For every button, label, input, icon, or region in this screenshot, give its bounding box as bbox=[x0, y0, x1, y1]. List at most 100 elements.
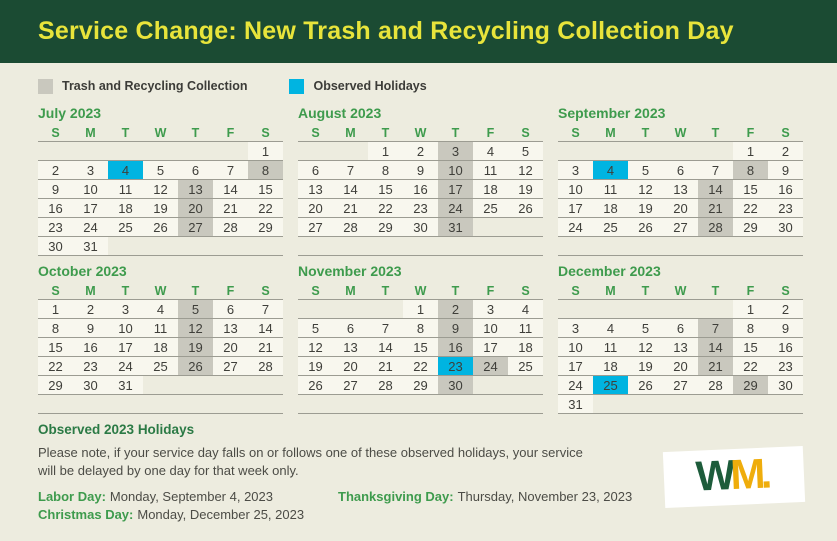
weekday-label: T bbox=[711, 284, 720, 298]
day-cell: 28 bbox=[213, 218, 248, 236]
day-cell: 27 bbox=[213, 357, 248, 375]
empty-day-cell bbox=[698, 395, 733, 413]
week-row: 9 10 11 12 13 14 15 bbox=[38, 180, 283, 199]
collection-day-cell: 13 bbox=[178, 180, 213, 198]
day-cell: 21 bbox=[333, 199, 368, 217]
weekday-label: S bbox=[51, 284, 60, 298]
weekday-label: T bbox=[641, 126, 650, 140]
day-cell: 12 bbox=[628, 338, 663, 356]
empty-day-cell bbox=[403, 237, 438, 255]
holiday-value: Monday, December 25, 2023 bbox=[137, 506, 305, 522]
weekday-label: M bbox=[85, 284, 96, 298]
empty-day-cell bbox=[298, 237, 333, 255]
day-cell: 20 bbox=[663, 199, 698, 217]
day-cell: 27 bbox=[333, 376, 368, 394]
empty-day-cell bbox=[663, 300, 698, 318]
empty-day-cell bbox=[368, 395, 403, 413]
collection-day-cell: 30 bbox=[438, 376, 473, 394]
day-cell: 1 bbox=[733, 142, 768, 160]
holiday-value: Monday, September 4, 2023 bbox=[109, 488, 273, 504]
empty-day-cell bbox=[178, 237, 213, 255]
empty-day-cell bbox=[628, 300, 663, 318]
week-row: 29 30 31 bbox=[38, 376, 283, 395]
calendar-july: July 2023 S M T W T F S 1 2 3 4 5 6 7 8 9 10 11 12 13 14 15 16 1… bbox=[38, 105, 283, 256]
holiday-label: Thanksgiving Day: bbox=[338, 488, 454, 504]
day-cell: 14 bbox=[213, 180, 248, 198]
day-cell: 11 bbox=[593, 180, 628, 198]
day-cell: 1 bbox=[368, 142, 403, 160]
day-cell: 28 bbox=[698, 376, 733, 394]
day-cell: 7 bbox=[248, 300, 283, 318]
day-cell: 18 bbox=[108, 199, 143, 217]
month-title: October 2023 bbox=[38, 263, 127, 279]
empty-day-cell bbox=[593, 237, 628, 255]
day-cell: 15 bbox=[733, 338, 768, 356]
empty-day-cell bbox=[108, 395, 143, 413]
empty-day-cell bbox=[663, 237, 698, 255]
day-cell: 25 bbox=[593, 218, 628, 236]
empty-day-cell bbox=[143, 237, 178, 255]
week-row: 13 14 15 16 17 18 19 bbox=[298, 180, 543, 199]
day-cell: 23 bbox=[768, 199, 803, 217]
weekday-label: S bbox=[521, 126, 530, 140]
empty-day-cell bbox=[628, 395, 663, 413]
day-cell: 30 bbox=[38, 237, 73, 255]
day-cell: 3 bbox=[558, 161, 593, 179]
week-row bbox=[298, 395, 543, 414]
day-cell: 23 bbox=[403, 199, 438, 217]
month-title: August 2023 bbox=[298, 105, 382, 121]
empty-day-cell bbox=[38, 142, 73, 160]
week-row: 10 11 12 13 14 15 16 bbox=[558, 338, 803, 357]
empty-day-cell bbox=[213, 237, 248, 255]
empty-day-cell bbox=[213, 376, 248, 394]
day-cell: 8 bbox=[403, 319, 438, 337]
collection-day-cell: 7 bbox=[698, 319, 733, 337]
holiday-label: Christmas Day: bbox=[38, 506, 134, 522]
day-cell: 23 bbox=[768, 357, 803, 375]
empty-day-cell bbox=[248, 376, 283, 394]
day-cell: 17 bbox=[108, 338, 143, 356]
collection-day-cell: 16 bbox=[438, 338, 473, 356]
weekday-label: W bbox=[414, 126, 427, 140]
collection-day-cell: 14 bbox=[698, 338, 733, 356]
day-cell: 23 bbox=[73, 357, 108, 375]
weekday-label: T bbox=[121, 284, 130, 298]
collection-day-cell: 26 bbox=[178, 357, 213, 375]
day-cell: 26 bbox=[143, 218, 178, 236]
empty-day-cell bbox=[593, 300, 628, 318]
day-cell: 13 bbox=[298, 180, 333, 198]
day-cell: 10 bbox=[73, 180, 108, 198]
week-row: 23 24 25 26 27 28 29 bbox=[38, 218, 283, 237]
collection-day-cell: 28 bbox=[698, 218, 733, 236]
day-cell: 13 bbox=[663, 338, 698, 356]
empty-day-cell bbox=[698, 237, 733, 255]
weekday-label: T bbox=[711, 126, 720, 140]
day-cell: 2 bbox=[403, 142, 438, 160]
holiday-label: Labor Day: bbox=[38, 488, 106, 504]
day-cell: 26 bbox=[298, 376, 333, 394]
empty-day-cell bbox=[178, 395, 213, 413]
day-cell: 9 bbox=[73, 319, 108, 337]
collection-day-cell: 12 bbox=[178, 319, 213, 337]
empty-day-cell bbox=[768, 395, 803, 413]
weekday-label: M bbox=[345, 284, 356, 298]
weekday-label: S bbox=[261, 284, 270, 298]
day-cell: 23 bbox=[38, 218, 73, 236]
day-cell: 2 bbox=[38, 161, 73, 179]
empty-day-cell bbox=[298, 395, 333, 413]
week-row: 26 27 28 29 30 bbox=[298, 376, 543, 395]
day-cell: 20 bbox=[213, 338, 248, 356]
day-cell: 4 bbox=[593, 319, 628, 337]
day-cell: 28 bbox=[333, 218, 368, 236]
day-cell: 24 bbox=[73, 218, 108, 236]
day-cell: 15 bbox=[38, 338, 73, 356]
day-cell: 22 bbox=[38, 357, 73, 375]
day-cell: 5 bbox=[508, 142, 543, 160]
weekday-label: S bbox=[51, 126, 60, 140]
weekday-label: T bbox=[451, 126, 460, 140]
